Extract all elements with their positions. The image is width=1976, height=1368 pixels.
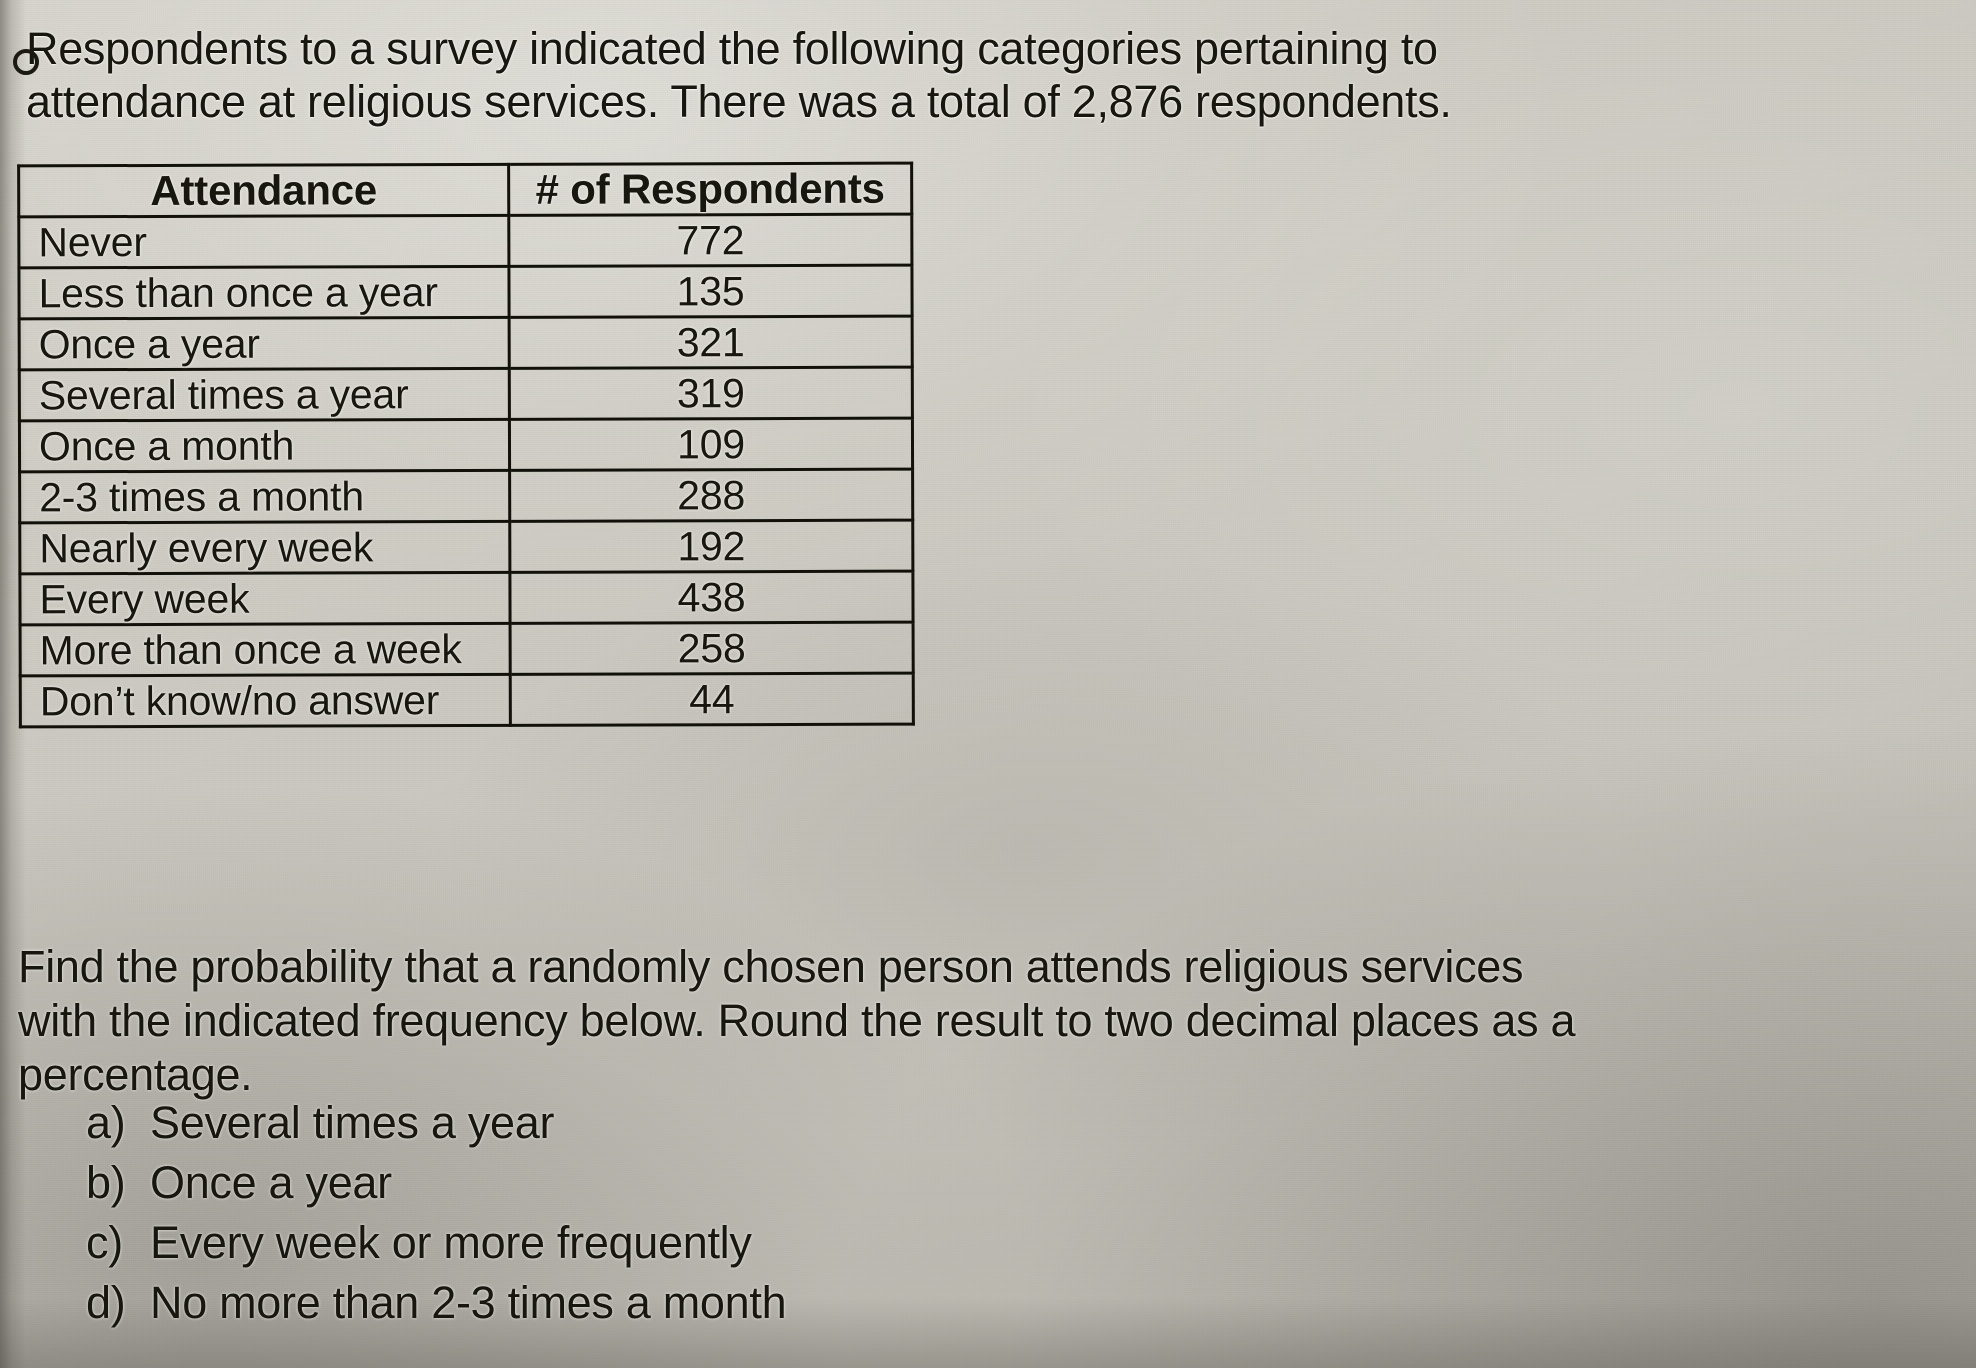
respondent-count: 288 [509, 469, 913, 522]
respondent-count: 438 [509, 571, 914, 624]
respondent-count: 258 [510, 622, 914, 675]
table-row: Several times a year 319 [19, 367, 913, 421]
attendance-label: Nearly every week [19, 521, 510, 574]
respondent-count: 109 [509, 418, 913, 471]
option-text: Several times a year [150, 1097, 555, 1148]
respondent-count: 772 [508, 214, 912, 267]
table-row: Every week 438 [19, 571, 914, 625]
answer-option: b) Once a year [86, 1156, 1486, 1211]
table-row: More than once a week 258 [20, 622, 914, 676]
attendance-label: Don’t know/no answer [20, 674, 511, 727]
question-line-2: with the indicated frequency below. Roun… [18, 995, 1576, 1046]
respondent-count: 319 [509, 367, 913, 420]
attendance-label: 2-3 times a month [19, 470, 510, 523]
question-line-3: percentage. [18, 1049, 253, 1100]
respondent-count: 44 [510, 673, 914, 726]
bullet-circle-icon [13, 49, 39, 75]
respondent-count: 135 [508, 265, 913, 318]
table-row: Don’t know/no answer 44 [20, 673, 914, 727]
attendance-label: Once a month [19, 419, 510, 472]
table-row: Never 772 [18, 214, 912, 268]
answer-option: c) Every week or more frequently [86, 1216, 1486, 1271]
option-text: No more than 2-3 times a month [150, 1276, 787, 1328]
respondent-count: 192 [509, 520, 913, 573]
option-letter: a) [86, 1097, 126, 1148]
table-row: Less than once a year 135 [18, 265, 913, 319]
respondent-count: 321 [509, 316, 913, 369]
frequency-table-container: Attendance # of Respondents Never 772 Less… [18, 163, 914, 727]
table-row: Once a year 321 [19, 316, 913, 370]
attendance-label: Several times a year [19, 368, 510, 421]
attendance-label: Every week [19, 572, 511, 625]
option-text: Once a year [150, 1156, 392, 1208]
question-line-1: Find the probability that a randomly cho… [18, 941, 1524, 992]
problem-prompt: Respondents to a survey indicated the fo… [13, 22, 1746, 128]
answer-option: d) No more than 2-3 times a month [86, 1276, 1486, 1331]
option-letter: d) [86, 1276, 126, 1328]
option-text: Every week or more frequently [150, 1216, 752, 1268]
attendance-label: More than once a week [20, 623, 511, 676]
attendance-label: Never [18, 215, 509, 268]
answer-option: a) Several times a year [86, 1096, 1486, 1151]
prompt-line-1: Respondents to a survey indicated the fo… [26, 23, 1438, 74]
table-row: Nearly every week 192 [19, 520, 913, 574]
attendance-label: Less than once a year [18, 266, 510, 319]
prompt-line-2: attendance at religious services. There … [26, 76, 1452, 128]
answer-options-list: a) Several times a year b) Once a year c) Eve… [86, 1096, 1486, 1336]
question-text: Find the probability that a randomly cho… [18, 940, 1808, 1102]
table-row: 2-3 times a month 288 [19, 469, 913, 523]
attendance-label: Once a year [19, 317, 510, 370]
table-header-row: Attendance # of Respondents [18, 163, 912, 217]
option-letter: c) [86, 1216, 123, 1268]
option-letter: b) [86, 1156, 126, 1208]
column-header-respondents: # of Respondents [508, 163, 912, 216]
table-row: Once a month 109 [19, 418, 913, 472]
frequency-table: Attendance # of Respondents Never 772 Less… [17, 162, 915, 729]
column-header-attendance: Attendance [18, 164, 509, 217]
